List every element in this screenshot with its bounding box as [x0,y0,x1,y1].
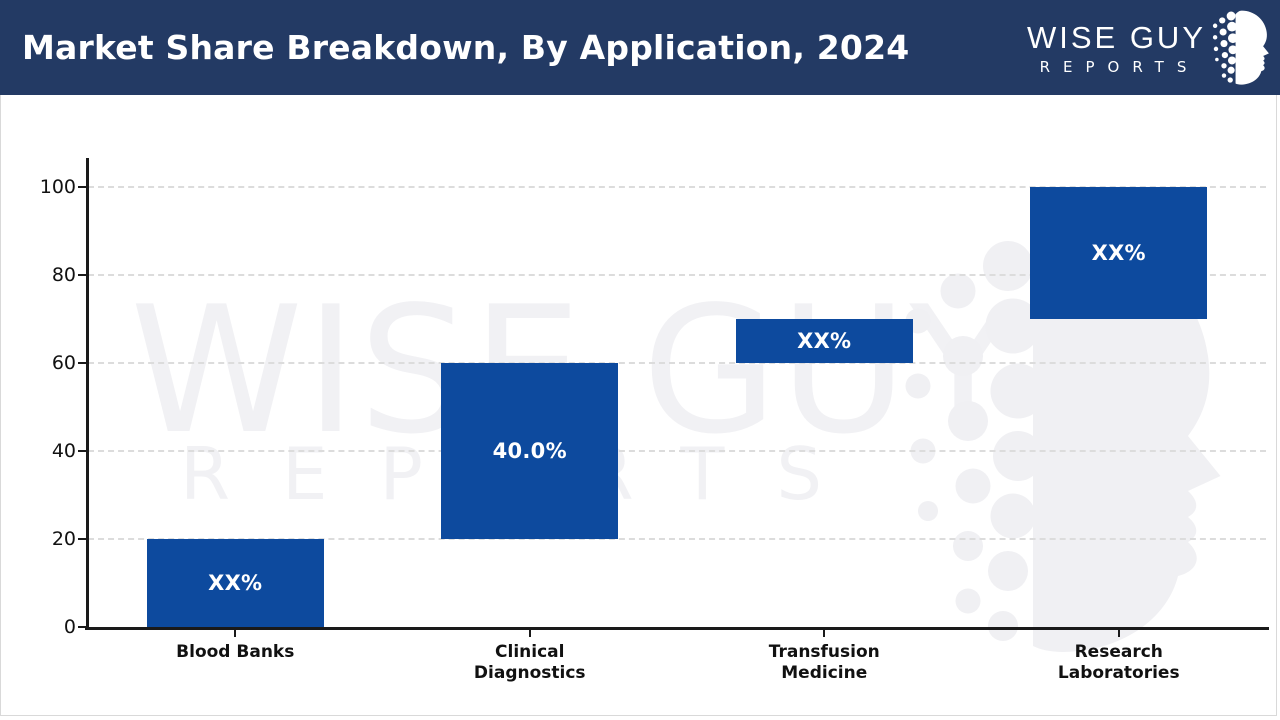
y-tick-mark-100 [78,186,87,188]
y-tick-mark-80 [78,274,87,276]
y-tick-label-60: 60 [51,352,76,374]
bar-clinical-diagnostics: 40.0% [441,363,619,539]
bar-value-label-clinical-diagnostics: 40.0% [492,439,567,463]
y-tick-mark-0 [78,626,87,628]
x-tick-mark-research-laboratories [1117,630,1120,637]
y-axis-line [86,158,89,630]
x-tick-mark-blood-banks [234,630,237,637]
gridline-80 [88,274,1266,276]
brand-name: WISE GUY [1026,20,1206,56]
gridline-100 [88,186,1266,188]
x-category-label-line: Transfusion [768,642,880,662]
y-tick-mark-20 [78,538,87,540]
y-tick-label-20: 20 [51,528,76,550]
gridline-40 [88,450,1266,452]
y-tick-mark-60 [78,362,87,364]
x-axis-line [85,627,1269,630]
page-title: Market Share Breakdown, By Application, … [22,28,910,67]
brand-subtitle: REPORTS [1039,57,1200,76]
bar-value-label-transfusion-medicine: XX% [797,329,852,353]
gridline-60 [88,362,1266,364]
header: Market Share Breakdown, By Application, … [0,0,1280,95]
x-category-label-transfusion-medicine: Transfusion Medicine [694,642,954,684]
y-tick-mark-40 [78,450,87,452]
x-category-label-line: Laboratories [1057,663,1180,683]
x-category-label-line: Medicine [781,663,868,683]
brand-logo: WISE GUY REPORTS [1027,8,1272,88]
x-category-label-clinical-diagnostics: Clinical Diagnostics [400,642,660,684]
x-category-label-line: Blood Banks [176,642,295,662]
bar-value-label-blood-banks: XX% [208,571,263,595]
x-category-label-line: Diagnostics [473,663,586,683]
bar-research-laboratories: XX% [1030,187,1208,319]
brand-logo-text: WISE GUY REPORTS [1026,20,1206,76]
x-tick-mark-clinical-diagnostics [528,630,531,637]
bar-transfusion-medicine: XX% [735,319,913,363]
x-category-label-line: Clinical [495,642,565,662]
y-tick-label-40: 40 [51,440,76,462]
x-tick-mark-transfusion-medicine [823,630,826,637]
y-tick-label-100: 100 [39,176,76,198]
gridline-20 [88,538,1266,540]
x-category-label-blood-banks: Blood Banks [105,642,365,663]
bar-blood-banks: XX% [146,539,324,627]
y-tick-label-80: 80 [51,264,76,286]
x-category-label-line: Research [1074,642,1163,662]
bar-value-label-research-laboratories: XX% [1091,241,1146,265]
brand-head-dots-icon [1212,10,1269,85]
x-category-label-research-laboratories: Research Laboratories [989,642,1249,684]
y-tick-label-0: 0 [63,616,76,638]
